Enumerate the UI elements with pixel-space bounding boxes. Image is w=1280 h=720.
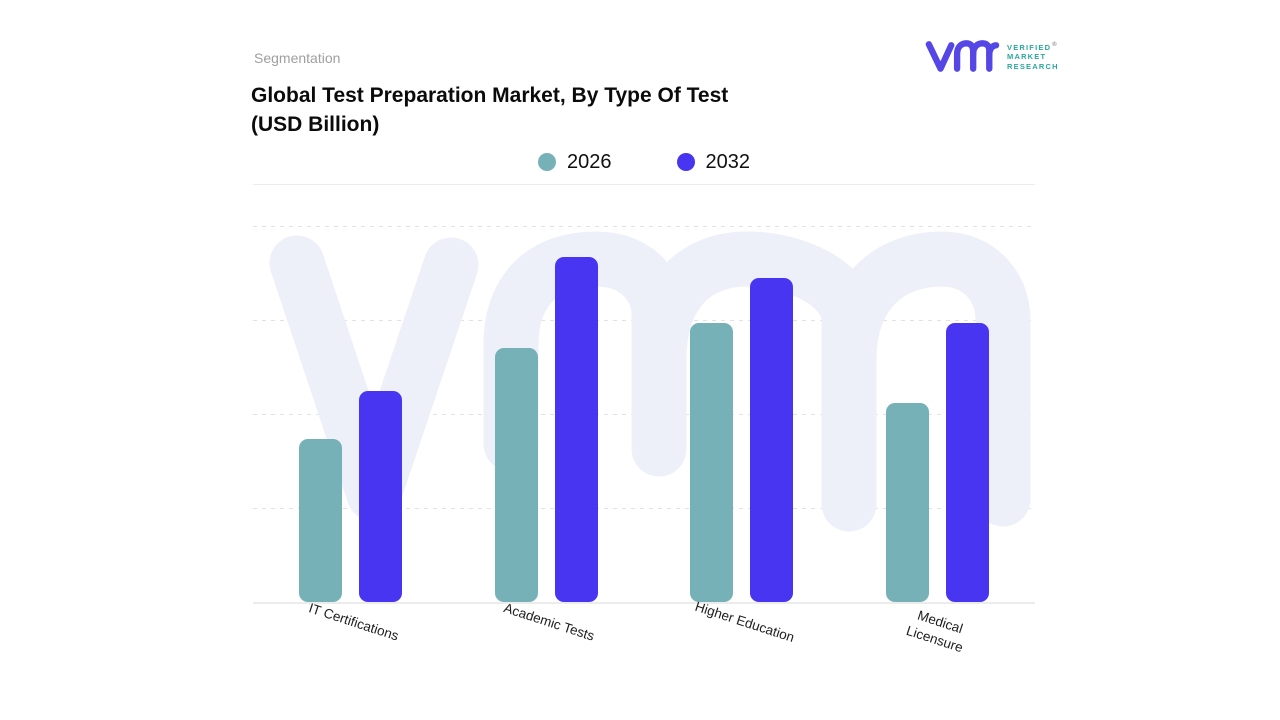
x-tick-cell: Medical Licensure (840, 608, 1036, 656)
vmr-logo-text: VERIFIED® MARKET RESEARCH (1007, 41, 1059, 72)
gridline (253, 226, 1035, 227)
legend-item-2032: 2032 (676, 150, 751, 174)
gridline (253, 508, 1035, 509)
legend-dot-icon (676, 153, 695, 171)
x-tick-label: Higher Education (693, 598, 797, 646)
logo-word-research: RESEARCH (1007, 61, 1059, 71)
bar-group-it-certifications (299, 185, 403, 602)
bar-group-medical-licensure (885, 185, 989, 602)
x-tick-label: Medical Licensure (904, 607, 965, 656)
bar-2032-it-certifications (359, 391, 403, 602)
registered-trademark-icon: ® (1052, 41, 1057, 48)
x-tick-cell: Higher Education (644, 599, 840, 649)
eyebrow-label: Segmentation (254, 50, 341, 66)
plot-area (253, 184, 1035, 604)
bar-2026-it-certifications (299, 439, 343, 602)
legend-item-2026: 2026 (538, 151, 612, 174)
bar-2026-higher-education (690, 323, 734, 602)
x-tick-cell: IT Certifications (253, 600, 449, 649)
legend: 2026 2032 (253, 148, 1035, 176)
bar-groups (253, 185, 1035, 602)
x-axis-labels: IT Certifications Academic Tests Higher Ed… (253, 599, 1036, 656)
chart-title-line2: (USD Billion) (251, 113, 380, 136)
logo-word-verified: VERIFIED (1007, 42, 1052, 52)
vmr-logo: VERIFIED® MARKET RESEARCH (922, 34, 1059, 78)
x-tick-label: IT Certifications (306, 600, 401, 644)
chart-title-line1: Global Test Preparation Market, By Type … (251, 84, 729, 107)
x-tick-label: Academic Tests (502, 600, 597, 644)
bar-2026-medical-licensure (885, 403, 929, 602)
bar-group-higher-education (690, 185, 794, 602)
legend-dot-icon (538, 153, 556, 171)
logo-word-market: MARKET (1007, 52, 1047, 62)
bar-2026-academic-tests (494, 348, 538, 602)
legend-label: 2026 (567, 150, 612, 173)
bar-group-academic-tests (494, 185, 598, 602)
x-tick-cell: Academic Tests (449, 600, 645, 649)
bar-2032-higher-education (750, 278, 794, 602)
bar-2032-medical-licensure (945, 323, 989, 602)
chart-title: Global Test Preparation Market, By Type … (251, 81, 871, 139)
legend-label: 2032 (705, 150, 751, 173)
vmr-logo-icon (925, 40, 1000, 72)
bar-2032-academic-tests (554, 257, 598, 602)
